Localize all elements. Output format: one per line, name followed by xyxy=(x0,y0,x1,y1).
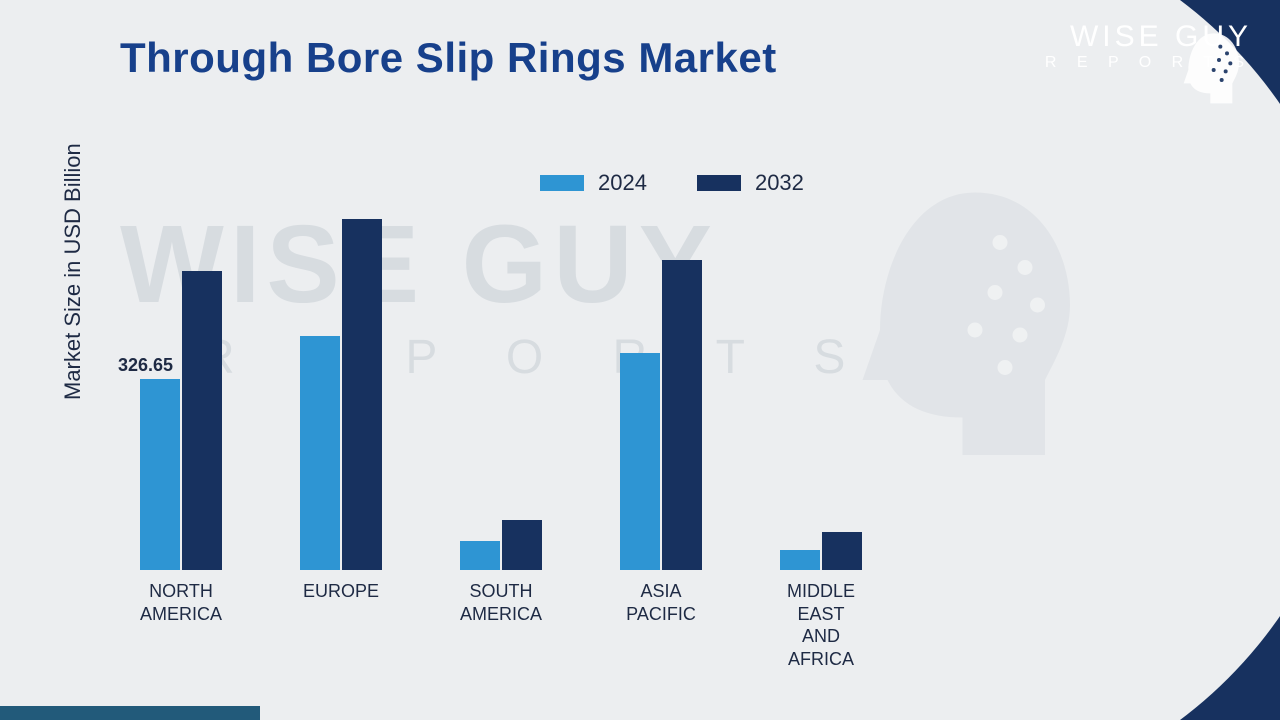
bar-group xyxy=(780,532,862,570)
bar-2024 xyxy=(140,379,180,570)
legend-swatch-2032 xyxy=(697,175,741,191)
brand-head-icon xyxy=(1172,30,1242,110)
chart-plot-area xyxy=(120,210,920,570)
x-label: ASIAPACIFIC xyxy=(590,580,732,625)
bar-2032 xyxy=(502,520,542,570)
x-label: EUROPE xyxy=(270,580,412,603)
bar-group xyxy=(620,260,702,570)
bar-2032 xyxy=(342,219,382,570)
legend-swatch-2024 xyxy=(540,175,584,191)
page-root: WISE GUY R E P O R T S Through Bore Slip… xyxy=(0,0,1280,720)
bar-2032 xyxy=(182,271,222,570)
bar-group xyxy=(140,271,222,570)
bar-group xyxy=(460,520,542,570)
bar-2032 xyxy=(662,260,702,570)
legend-label-2024: 2024 xyxy=(598,170,647,196)
bar-2024 xyxy=(620,353,660,570)
legend-label-2032: 2032 xyxy=(755,170,804,196)
x-label: NORTHAMERICA xyxy=(110,580,252,625)
bar-group xyxy=(300,219,382,570)
x-label: MIDDLEEASTANDAFRICA xyxy=(750,580,892,670)
value-label: 326.65 xyxy=(118,355,173,376)
y-axis-label: Market Size in USD Billion xyxy=(60,143,86,400)
bottom-accent-bar xyxy=(0,706,260,720)
bar-2032 xyxy=(822,532,862,570)
legend-item-2032: 2032 xyxy=(697,170,804,196)
chart-legend: 2024 2032 xyxy=(540,170,804,196)
brand-block: WISE GUY R E P O R T S xyxy=(1045,22,1252,72)
bar-2024 xyxy=(460,541,500,570)
x-label: SOUTHAMERICA xyxy=(430,580,572,625)
bar-2024 xyxy=(780,550,820,570)
x-axis-labels: NORTHAMERICAEUROPESOUTHAMERICAASIAPACIFI… xyxy=(120,580,920,700)
bar-2024 xyxy=(300,336,340,570)
legend-item-2024: 2024 xyxy=(540,170,647,196)
chart-title: Through Bore Slip Rings Market xyxy=(120,34,777,82)
